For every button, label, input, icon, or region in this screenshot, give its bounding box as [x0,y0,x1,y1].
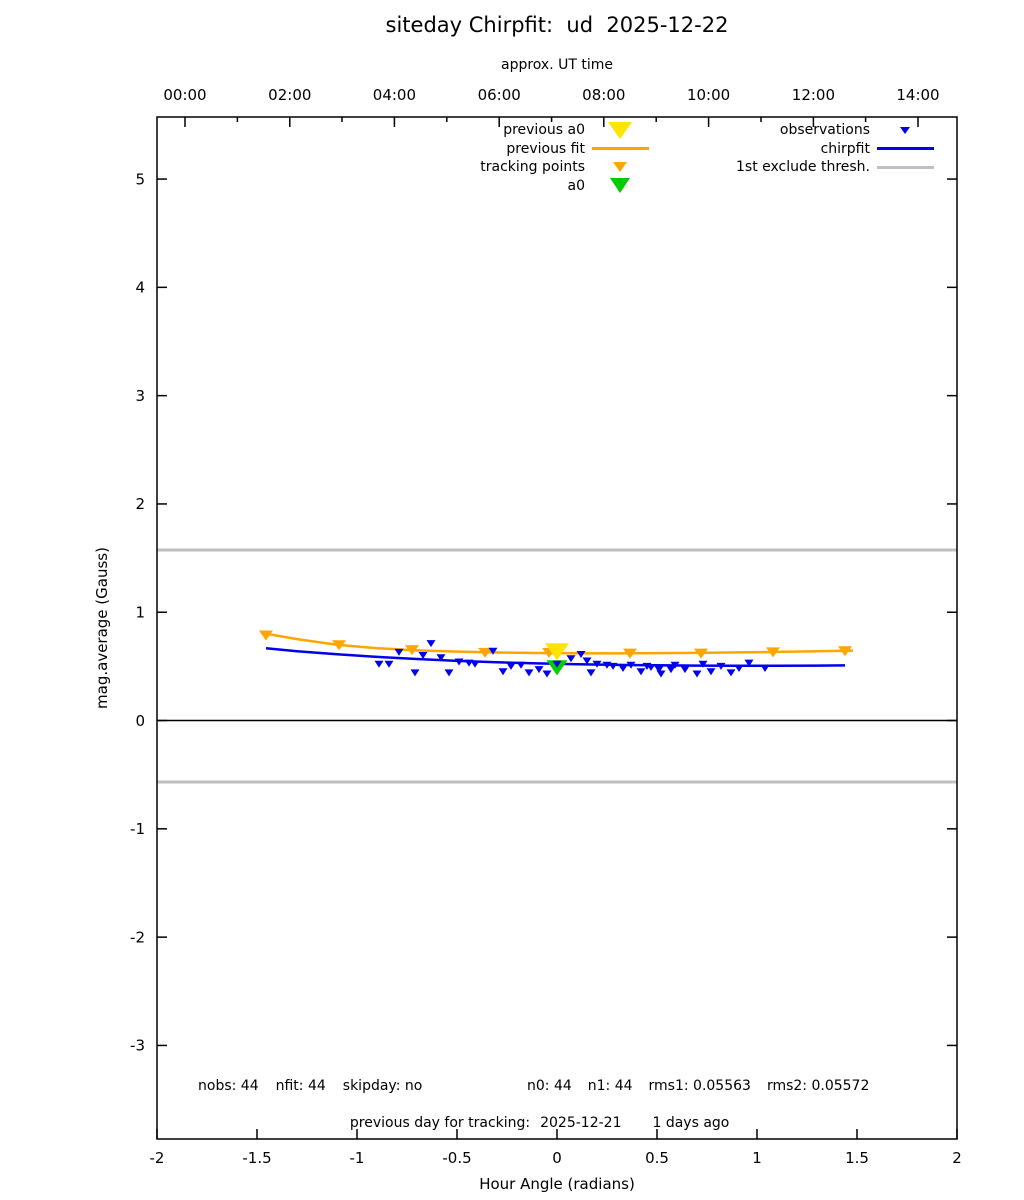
svg-text:02:00: 02:00 [268,86,311,104]
legend-item-observations: observations [700,121,940,140]
svg-text:00:00: 00:00 [163,86,206,104]
svg-text:2: 2 [135,495,145,513]
svg-text:1.5: 1.5 [845,1149,869,1167]
a0-triangle-icon [585,178,655,194]
legend-left-column: previous a0 previous fit tracking points… [420,121,655,195]
legend-item-previous-fit: previous fit [420,140,655,159]
top-axis-label: approx. UT time [501,57,613,73]
svg-text:12:00: 12:00 [792,86,835,104]
svg-text:04:00: 04:00 [373,86,416,104]
svg-text:-2: -2 [130,928,145,946]
svg-text:-3: -3 [130,1037,145,1055]
stat-n1: n1: 44 [587,1078,633,1094]
tracking-day-date: 2025-12-21 [540,1115,622,1131]
svg-text:-1.5: -1.5 [242,1149,271,1167]
svg-text:-0.5: -0.5 [442,1149,471,1167]
legend-right-column: observations chirpfit 1st exclude thresh… [700,121,940,177]
tracking-points-triangle-icon [585,162,655,173]
stats-line-left: nobs: 44 nfit: 44 skipday: no [198,1078,422,1094]
x-axis-label: Hour Angle (radians) [479,1175,635,1193]
svg-text:10:00: 10:00 [687,86,730,104]
exclude-thresh-line-icon [870,165,940,169]
svg-text:-1: -1 [350,1149,365,1167]
svg-text:08:00: 08:00 [582,86,625,104]
stat-rms1: rms1: 0.05563 [648,1078,751,1094]
plot-frame [156,116,958,1140]
y-axis-ticks: 5 4 3 2 1 0 -1 -2 -3 [130,170,957,1055]
stats-line-right: n0: 44 n1: 44 rms1: 0.05563 rms2: 0.0557… [527,1078,869,1094]
previous-a0-triangle-icon [585,121,655,139]
tracking-days-ago: 1 days ago [652,1115,730,1131]
svg-text:-1: -1 [130,820,145,838]
legend-item-a0: a0 [420,177,655,196]
svg-text:4: 4 [135,279,145,297]
chirpfit-line-icon [870,147,940,151]
legend-label-observations: observations [779,122,870,139]
svg-text:1: 1 [135,603,145,621]
legend-item-chirpfit: chirpfit [700,140,940,159]
stats-tracking-line: previous day for tracking: 2025-12-21 1 da… [341,1099,729,1131]
stat-n0: n0: 44 [527,1078,572,1094]
previous-a0-marker [545,643,569,661]
exclude-threshold-lines [157,548,957,784]
legend-label-exclude-thresh: 1st exclude thresh. [736,159,870,176]
svg-text:0.5: 0.5 [645,1149,669,1167]
previous-fit-line-icon [585,147,655,151]
svg-text:2: 2 [952,1149,962,1167]
legend-label-previous-a0: previous a0 [503,122,585,139]
y-axis-label: mag.average (Gauss) [93,547,111,709]
stat-nobs: nobs: 44 [198,1078,259,1094]
svg-text:5: 5 [135,170,145,188]
svg-text:1: 1 [752,1149,762,1167]
observations-triangle-icon [870,126,940,134]
svg-text:14:00: 14:00 [896,86,939,104]
svg-text:0: 0 [552,1149,562,1167]
stat-nfit: nfit: 44 [275,1078,326,1094]
svg-text:-2: -2 [150,1149,165,1167]
stat-rms2: rms2: 0.05572 [766,1078,870,1094]
tracking-points-series [259,630,852,659]
legend-item-previous-a0: previous a0 [420,121,655,140]
top-ut-axis-ticks: 00:00 02:00 04:00 06:00 08:00 10:00 12:00 14:00 [163,86,940,127]
svg-text:0: 0 [135,712,145,730]
x-axis-ticks: -2 -1.5 -1 -0.5 0 0.5 1 1.5 2 [150,1129,962,1167]
legend-label-chirpfit: chirpfit [820,140,870,157]
legend-label-a0: a0 [567,177,586,194]
tracking-day-label: previous day for tracking: [349,1115,531,1131]
legend-item-tracking-points: tracking points [420,158,655,177]
svg-text:3: 3 [135,387,145,405]
legend-label-previous-fit: previous fit [506,140,585,157]
legend-item-exclude-thresh: 1st exclude thresh. [700,158,940,177]
observations-series [374,640,770,678]
page-title: siteday Chirpfit: ud 2025-12-22 [385,13,729,37]
svg-text:06:00: 06:00 [478,86,521,104]
stat-skipday: skipday: no [342,1078,423,1094]
legend-label-tracking-points: tracking points [480,159,585,176]
